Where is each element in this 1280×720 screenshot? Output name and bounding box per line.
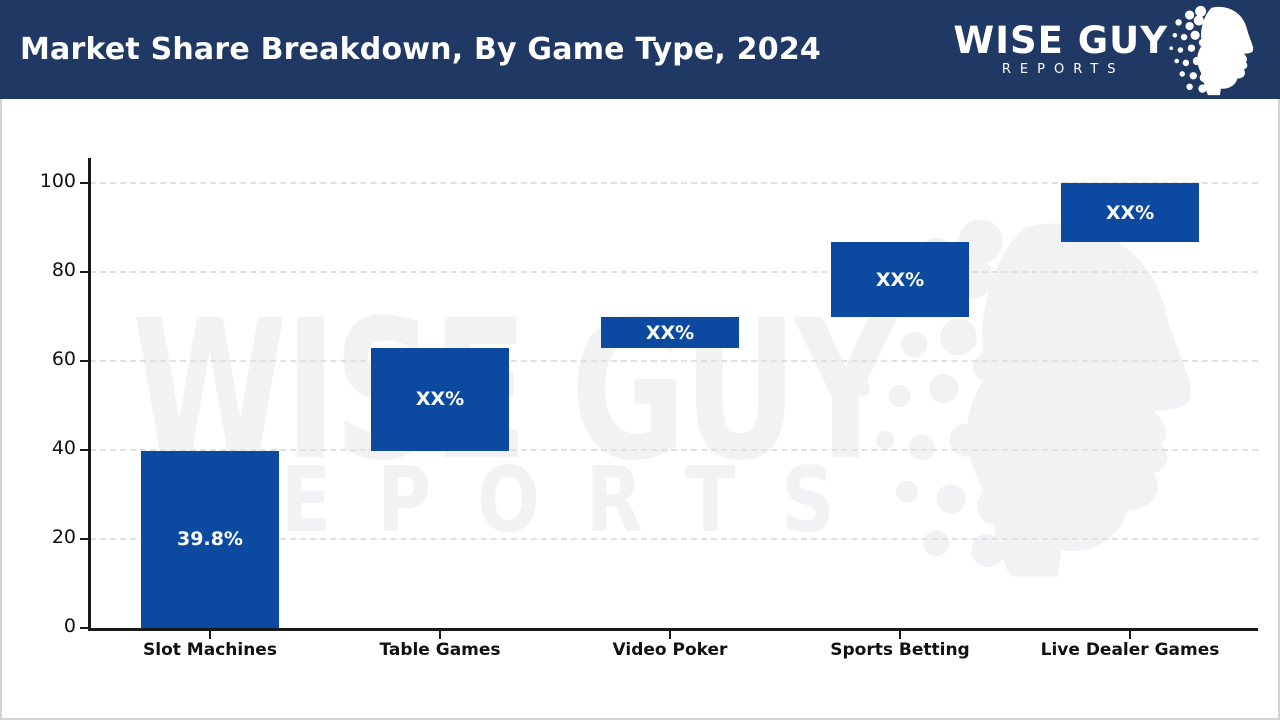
x-label-slot-machines: Slot Machines bbox=[143, 640, 277, 660]
x-label-table-games: Table Games bbox=[379, 640, 501, 660]
x-tick-live-dealer-games bbox=[1129, 631, 1131, 639]
bar-value-label: XX% bbox=[1105, 201, 1155, 224]
y-tick-label-20: 20 bbox=[51, 526, 76, 548]
logo-text: WISE GUY REPORTS bbox=[953, 22, 1168, 77]
y-tick-label-0: 0 bbox=[63, 615, 76, 637]
gridline-20 bbox=[90, 538, 1258, 540]
logo-subtitle: REPORTS bbox=[1001, 62, 1125, 77]
gridline-100 bbox=[90, 182, 1258, 184]
header: Market Share Breakdown, By Game Type, 20… bbox=[0, 0, 1280, 99]
gridline-80 bbox=[90, 271, 1258, 273]
bar-value-label: XX% bbox=[645, 321, 695, 344]
x-label-sports-betting: Sports Betting bbox=[830, 640, 970, 660]
y-tick-60 bbox=[80, 360, 88, 362]
y-tick-100 bbox=[80, 182, 88, 184]
bar-value-label: XX% bbox=[415, 388, 465, 411]
x-tick-video-poker bbox=[669, 631, 671, 639]
dotted-head-icon bbox=[1162, 4, 1254, 96]
y-tick-label-40: 40 bbox=[51, 437, 76, 459]
bar-video-poker: XX% bbox=[601, 316, 739, 349]
bar-value-label: XX% bbox=[875, 268, 925, 291]
y-tick-0 bbox=[80, 627, 88, 629]
bar-table-games: XX% bbox=[371, 348, 509, 451]
gridline-60 bbox=[90, 360, 1258, 362]
x-label-video-poker: Video Poker bbox=[612, 640, 728, 660]
logo-wordmark: WISE GUY bbox=[953, 19, 1168, 62]
y-tick-20 bbox=[80, 538, 88, 540]
x-tick-table-games bbox=[439, 631, 441, 639]
y-tick-40 bbox=[80, 449, 88, 451]
x-axis bbox=[88, 628, 1258, 631]
x-tick-sports-betting bbox=[899, 631, 901, 639]
y-tick-label-80: 80 bbox=[51, 259, 76, 281]
x-label-live-dealer-games: Live Dealer Games bbox=[1040, 640, 1220, 660]
wise-guy-reports-logo: WISE GUY REPORTS bbox=[953, 4, 1254, 96]
bar-value-label: 39.8% bbox=[177, 528, 243, 551]
page-title: Market Share Breakdown, By Game Type, 20… bbox=[20, 32, 821, 67]
bar-live-dealer-games: XX% bbox=[1061, 183, 1199, 243]
bar-sports-betting: XX% bbox=[831, 242, 969, 317]
x-tick-slot-machines bbox=[209, 631, 211, 639]
y-tick-label-100: 100 bbox=[39, 170, 76, 192]
watermark-subtitle: REPORTS bbox=[178, 448, 881, 553]
bar-slot-machines: 39.8% bbox=[141, 450, 279, 628]
gridline-40 bbox=[90, 449, 1258, 451]
y-tick-80 bbox=[80, 271, 88, 273]
y-axis bbox=[88, 158, 91, 631]
y-tick-label-60: 60 bbox=[51, 348, 76, 370]
